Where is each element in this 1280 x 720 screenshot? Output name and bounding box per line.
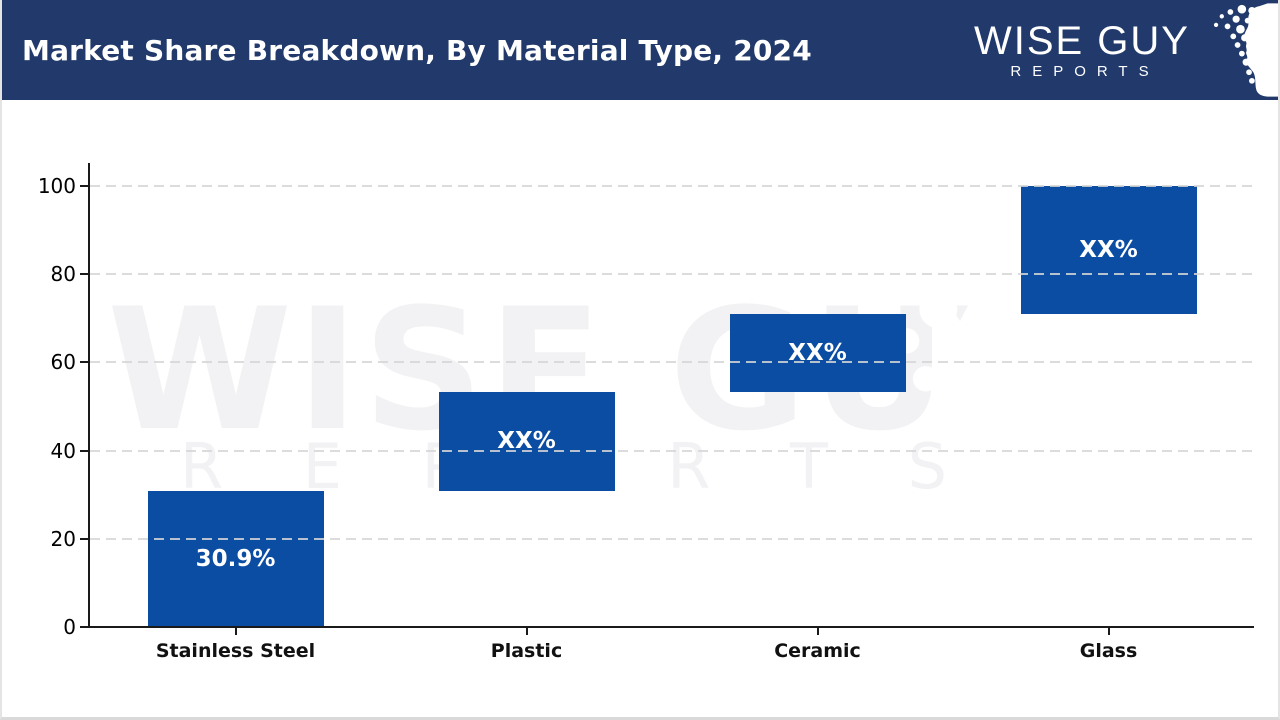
y-tick-60: 60 (50, 350, 76, 375)
y-tick-mark-20 (80, 537, 88, 540)
logo-dotted-face-icon (1213, 3, 1278, 97)
x-axis-line (88, 626, 1254, 628)
y-tick-mark-80 (80, 273, 88, 276)
bar-value-label: 30.9% (195, 545, 276, 572)
y-tick-80: 80 (50, 262, 76, 287)
logo-text: WISE GUY REPORTS (974, 21, 1190, 80)
y-tick-mark-0 (80, 626, 88, 628)
x-tick-mark-3 (1107, 628, 1110, 635)
y-tick-100: 100 (37, 174, 76, 198)
wise-guy-logo: WISE GUY REPORTS (974, 0, 1278, 100)
page-title: Market Share Breakdown, By Material Type… (22, 33, 812, 67)
gridline-20 (90, 537, 1254, 540)
header-bar: Market Share Breakdown, By Material Type… (2, 0, 1278, 100)
x-label-plastic: Plastic (490, 640, 563, 662)
x-label-glass: Glass (1079, 640, 1138, 662)
logo-wordmark: WISE GUY (973, 18, 1190, 63)
x-tick-mark-2 (816, 628, 819, 635)
bar-value-label: XX% (1079, 236, 1138, 263)
gridline-100 (90, 185, 1254, 187)
x-label-ceramic: Ceramic (774, 640, 861, 662)
y-axis-line (88, 163, 90, 628)
y-tick-mark-40 (80, 449, 88, 452)
gridline-80 (90, 273, 1254, 276)
bar-glass: XX% (1020, 186, 1197, 314)
y-tick-40: 40 (50, 438, 76, 463)
logo-subtitle: REPORTS (1010, 62, 1160, 80)
y-tick-mark-100 (80, 185, 88, 187)
gridline-60 (90, 361, 1254, 364)
x-tick-mark-0 (234, 628, 237, 635)
bar-plastic: XX% (438, 391, 615, 491)
bar-ceramic: XX% (729, 313, 906, 392)
y-tick-20: 20 (50, 526, 76, 551)
x-tick-mark-1 (525, 628, 528, 635)
gridline-40 (90, 449, 1254, 452)
bar-stainless-steel: 30.9% (147, 490, 324, 627)
x-label-stainless-steel: Stainless Steel (155, 640, 316, 662)
y-tick-0: 0 (63, 615, 76, 639)
y-tick-mark-60 (80, 361, 88, 364)
